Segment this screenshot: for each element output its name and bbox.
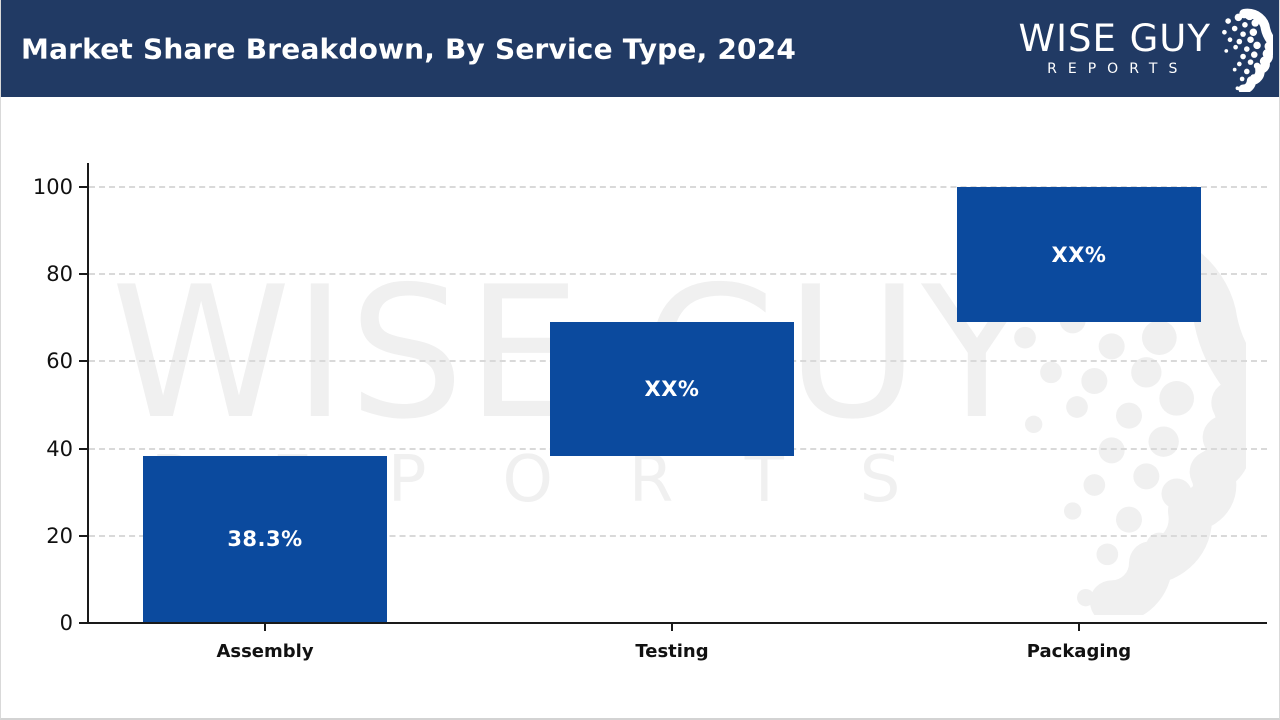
x-tick-label-testing: Testing	[635, 641, 709, 662]
y-tick-mark-60	[79, 360, 87, 363]
bar-packaging: XX%	[957, 187, 1201, 323]
gridline-100	[89, 186, 1267, 188]
y-tick-mark-100	[79, 186, 87, 188]
y-axis-line	[87, 163, 89, 624]
bar-value-label-assembly: 38.3%	[227, 527, 303, 552]
header-bar: Market Share Breakdown, By Service Type,…	[1, 0, 1279, 97]
y-tick-mark-20	[79, 534, 87, 537]
bar-value-label-testing: XX%	[644, 377, 700, 402]
y-tick-mark-0	[79, 622, 87, 624]
y-tick-label-60: 60	[46, 349, 73, 374]
y-tick-label-80: 80	[46, 262, 73, 287]
bar-testing: XX%	[550, 322, 794, 456]
x-tick-mark-testing	[671, 623, 673, 631]
bar-assembly: 38.3%	[143, 456, 387, 623]
y-tick-label-20: 20	[46, 523, 73, 548]
page-title: Market Share Breakdown, By Service Type,…	[21, 32, 797, 65]
x-tick-mark-packaging	[1078, 623, 1080, 631]
y-tick-label-100: 100	[32, 175, 73, 199]
y-tick-label-40: 40	[46, 436, 73, 461]
brand-head-icon	[1222, 8, 1273, 92]
bar-value-label-packaging: XX%	[1051, 242, 1107, 267]
gridline-80	[89, 273, 1267, 276]
brand-subtitle: REPORTS	[1047, 60, 1189, 77]
brand-name: WISE GUY	[1018, 17, 1211, 61]
x-axis-line	[87, 622, 1267, 624]
y-tick-label-0: 0	[59, 611, 73, 635]
x-tick-label-packaging: Packaging	[1026, 641, 1132, 662]
y-tick-mark-80	[79, 273, 87, 276]
gridline-20	[89, 534, 1267, 537]
x-tick-label-assembly: Assembly	[216, 641, 314, 662]
brand-logo: WISE GUY REPORTS	[1019, 0, 1273, 97]
x-tick-mark-assembly	[264, 623, 266, 631]
brand-wordmark: WISE GUY REPORTS	[1018, 17, 1211, 77]
y-tick-mark-40	[79, 447, 87, 450]
